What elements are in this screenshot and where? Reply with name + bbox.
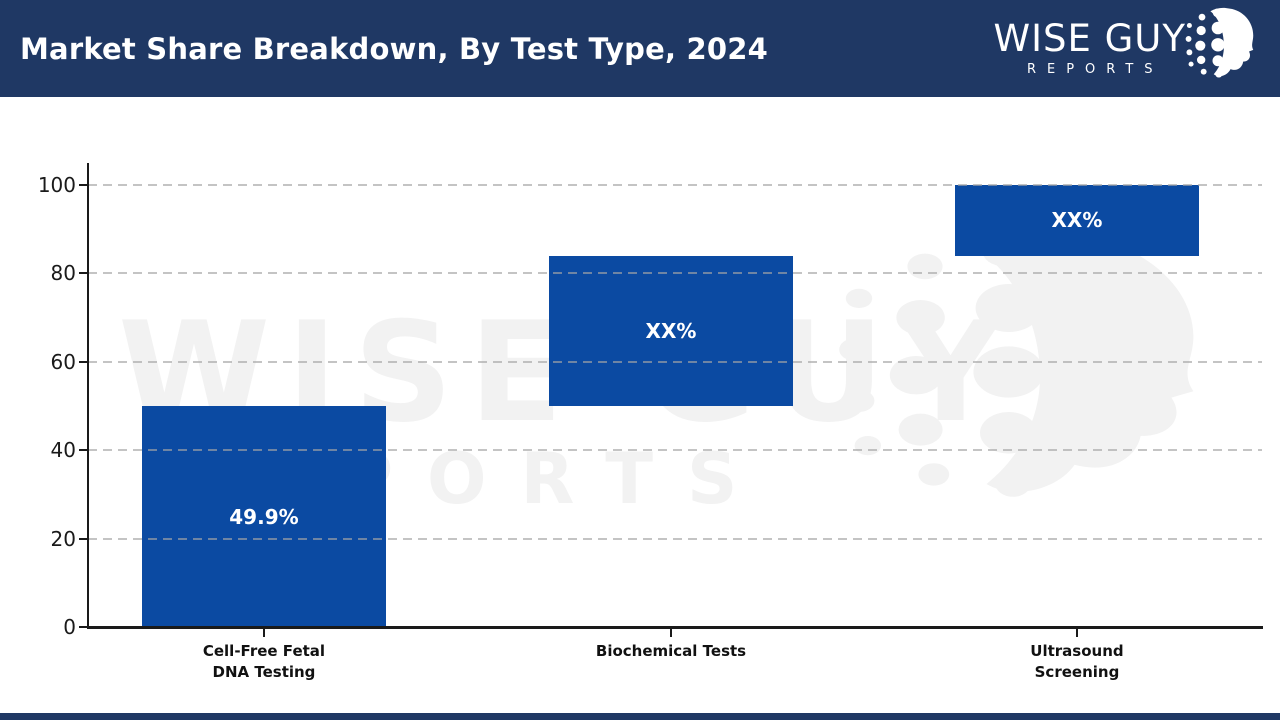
wiseguy-head-icon xyxy=(1185,7,1254,78)
y-tick-label: 20 xyxy=(50,526,76,551)
header-bar: Market Share Breakdown, By Test Type, 20… xyxy=(0,0,1280,97)
bar-segment: XX% xyxy=(549,255,793,407)
gridline xyxy=(88,184,1262,187)
y-tick-label: 0 xyxy=(63,615,76,639)
y-tick-label: 100 xyxy=(37,173,76,198)
y-tick-mark xyxy=(79,272,87,275)
gridline xyxy=(88,360,1262,363)
y-tick-mark xyxy=(79,360,87,363)
gridline xyxy=(88,537,1262,540)
y-tick-mark xyxy=(79,184,87,187)
x-tick-mark xyxy=(670,629,672,637)
y-tick-label: 40 xyxy=(50,438,76,463)
x-category-label: Ultrasound Screening xyxy=(1030,642,1124,681)
x-category-label: Biochemical Tests xyxy=(595,642,747,660)
wiseguy-logo: WISE GUY REPORTS xyxy=(994,7,1266,91)
y-tick-mark xyxy=(79,626,87,628)
x-tick-mark xyxy=(1075,629,1078,637)
page-title: Market Share Breakdown, By Test Type, 20… xyxy=(20,31,769,66)
x-category-label: Cell-Free Fetal DNA Testing xyxy=(202,642,326,681)
y-axis-line xyxy=(87,163,89,629)
x-axis-line xyxy=(87,626,1263,629)
gridline xyxy=(88,449,1262,452)
gridline xyxy=(88,272,1262,275)
y-tick-label: 80 xyxy=(50,261,76,286)
y-tick-mark xyxy=(79,537,87,540)
footer-bar xyxy=(0,713,1280,720)
chart-area: 49.9% Cell-Free Fetal DNA Testing XX% Bioche… xyxy=(0,97,1280,713)
y-tick-label: 60 xyxy=(50,349,76,374)
x-tick-mark xyxy=(262,629,265,637)
logo-subtitle: REPORTS xyxy=(1026,62,1164,77)
bar-value-label: 49.9% xyxy=(229,504,299,529)
bar-segment: 49.9% xyxy=(141,406,386,627)
bar-segment: XX% xyxy=(954,185,1199,256)
logo-wordmark: WISE GUY xyxy=(993,17,1186,60)
bar-value-label: XX% xyxy=(645,319,697,344)
y-tick-mark xyxy=(79,449,87,452)
bar-value-label: XX% xyxy=(1051,208,1103,233)
